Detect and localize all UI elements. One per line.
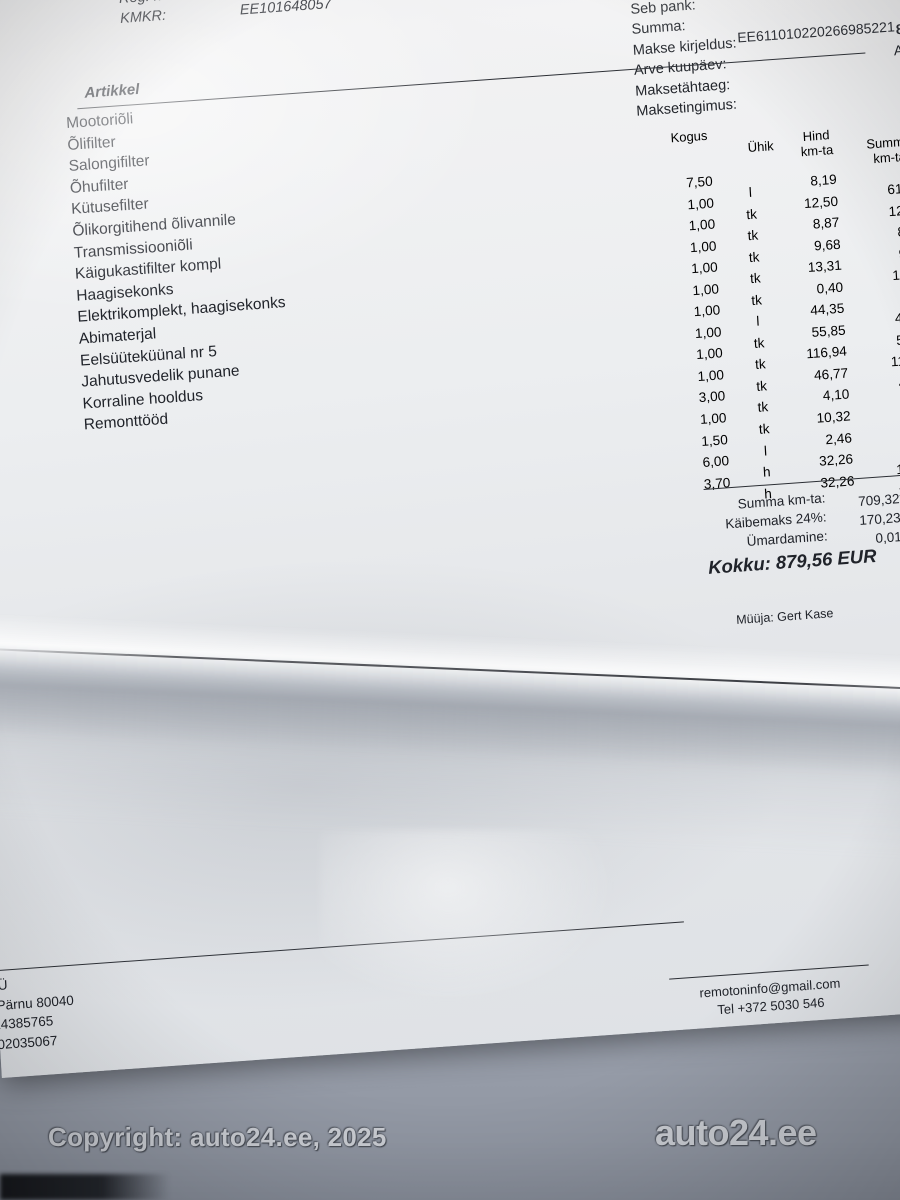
unit-cell: tk	[750, 292, 763, 308]
company-registration-block: Reg. kood:12500535 KMKR:EE101648057	[118, 0, 332, 29]
sum-cell: 12,50	[888, 201, 900, 219]
unit-cell: tk	[749, 270, 762, 287]
unit-cell: l	[748, 184, 753, 201]
footer-company-block: on OÜ5-5, Pärnu 80040od: 14385765EE10203…	[0, 971, 77, 1056]
unit-cell: l	[763, 442, 768, 459]
sum-cell: 46,77	[862, 370, 900, 396]
unit-cell: tk	[758, 421, 770, 437]
sum-cell: 10,32	[865, 413, 900, 439]
unit-cell: tk	[755, 378, 768, 394]
copyright-watermark: Copyright: auto24.ee, 2025	[48, 1122, 387, 1152]
totals-labels: Summa km-ta: Käibemaks 24%: Ümardamine:	[697, 488, 828, 554]
sum-cell: 55,85	[895, 330, 900, 348]
sum-cell: 13,31	[891, 265, 900, 284]
price-column: 8,19 12,50 8,87 9,68 13,31 0,40 44,35 55,85 116,…	[770, 169, 855, 496]
unit-cell: h	[762, 464, 771, 480]
footer-contact-block: remotoninfo@gmail.com Tel +372 5030 546	[670, 972, 872, 1022]
column-header-article: Artikkel	[83, 80, 140, 102]
unit-cell: l	[755, 313, 760, 330]
sum-cell: 9,68	[855, 241, 900, 267]
quantity-cell: 3,70	[703, 474, 731, 492]
totals-values: 709,32 170,23 0,01	[837, 489, 900, 550]
payment-labels-block: Müüja: Seb pank: Summa: Makse kirjeldus:…	[629, 0, 741, 122]
sum-cell: 44,35	[894, 308, 900, 327]
auto24-logo-watermark: auto24.ee	[655, 1112, 817, 1153]
bottom-dark-strip	[0, 1174, 170, 1200]
unit-cell: tk	[753, 335, 765, 351]
unit-cell: tk	[745, 206, 758, 222]
invoice-paper: Pärnu maakond, 80040 Pärnu linn, Reg. ko…	[0, 0, 900, 1078]
sum-cell: 193,55	[895, 459, 900, 478]
article-list: Mootoriõli Õlifilter Salongifilter Õhufilte…	[66, 98, 293, 436]
unit-cell: tk	[757, 399, 769, 416]
sum-cell: 0,40	[857, 284, 900, 310]
unit-cell: tk	[747, 227, 759, 244]
sum-cell: 61,45	[886, 179, 900, 198]
kmkr-value: EE101648057	[239, 0, 333, 19]
column-header-unit: Ühik	[747, 138, 775, 155]
sum-cell: 116,94	[890, 351, 900, 370]
column-header-quantity: Kogus	[670, 127, 708, 146]
unit-cell: tk	[748, 249, 760, 265]
column-header-price-sub: km-ta	[800, 141, 834, 160]
footer-rule-left	[0, 921, 684, 974]
unit-cell: tk	[754, 356, 767, 373]
sum-cell: 3,69	[866, 435, 900, 461]
seller-signature: Müüja: Gert Kase	[735, 606, 834, 627]
table-header-rule	[77, 52, 866, 110]
footer-line: EE102035067	[0, 1032, 58, 1054]
sum-cell: 8,87	[897, 222, 900, 240]
sum-cell: 12,29	[863, 392, 900, 418]
quantity-column: 7,50 1,00 1,00 1,00 1,00 1,00 1,00 1,00 1,00 1,00…	[650, 171, 731, 498]
